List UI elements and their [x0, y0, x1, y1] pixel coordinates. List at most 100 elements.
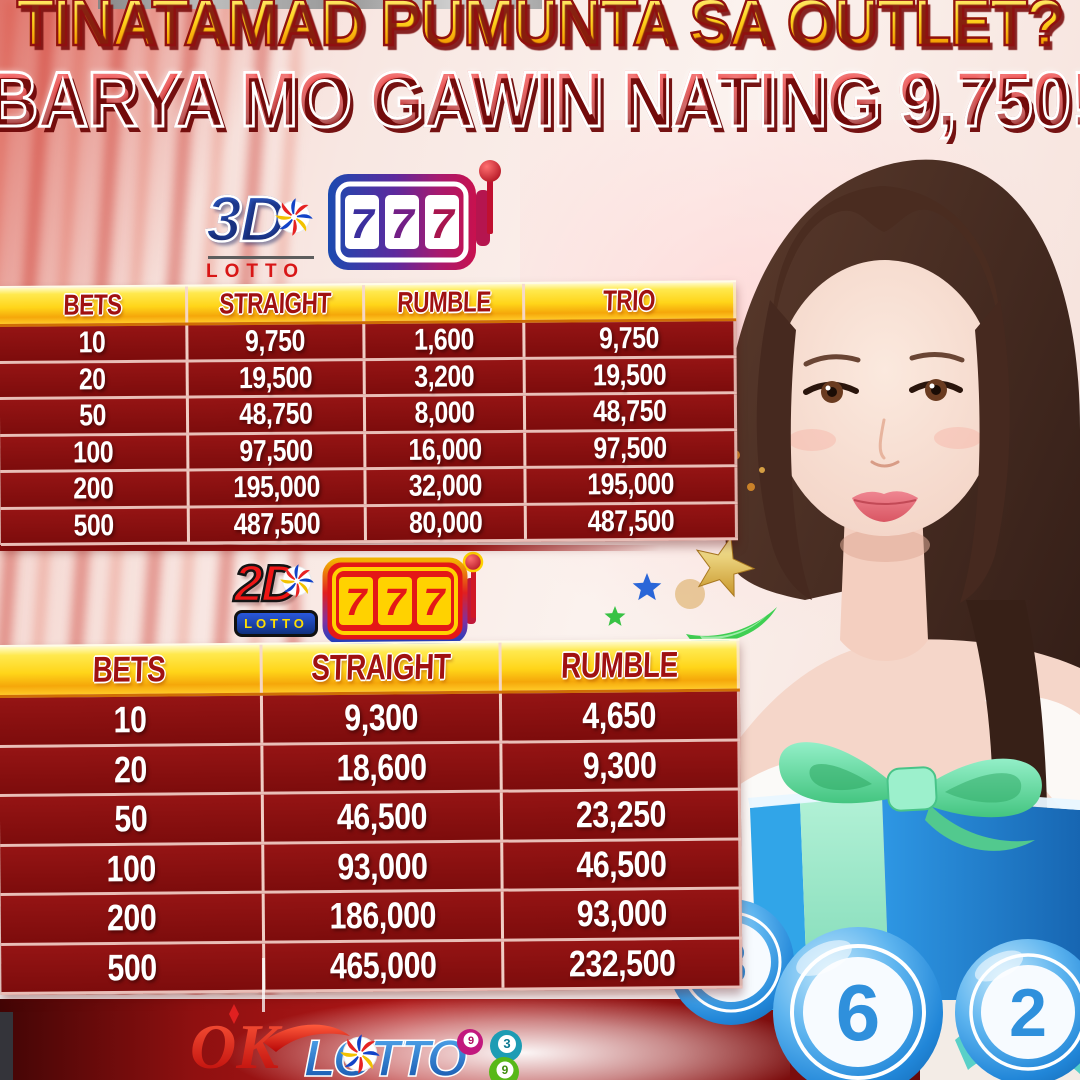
payout-row: 10 9,300 4,650	[0, 691, 741, 748]
payout-value: 46,500	[263, 792, 504, 842]
neck-shadow	[840, 528, 930, 562]
blush-left	[788, 429, 836, 451]
payout-value: 8,000	[365, 396, 527, 431]
payout-value: 1,600	[365, 323, 526, 358]
payout-value: 93,000	[503, 889, 743, 939]
payout-value: 18,600	[263, 743, 503, 792]
nose	[878, 418, 886, 460]
payout-value: 186,000	[264, 891, 505, 941]
footer-ok-lotto-logo: OK LOTTO 9 3 9	[190, 1004, 522, 1080]
slot-digit: 7	[345, 582, 368, 624]
small-ball-teal: 3	[490, 1030, 522, 1062]
diamond-accent	[229, 1004, 239, 1024]
logo-3d-divider	[208, 256, 314, 259]
payout-value: 500	[1, 943, 266, 992]
payout-value: 50	[0, 398, 190, 434]
top-gray-artifact-bar	[98, 0, 542, 9]
lotto-ball-6: 6	[773, 927, 943, 1080]
payout-table-2d: BETS STRAIGHT RUMBLE 10 9,300 4,650 20 18,600 9,…	[0, 638, 743, 995]
bow-left-hole	[809, 764, 872, 791]
payout-value: 50	[0, 794, 265, 844]
column-header: RUMBLE	[364, 283, 526, 322]
table-header-row: BETS STRAIGHT RUMBLE TRIO	[0, 280, 737, 328]
column-header: STRAIGHT	[262, 642, 502, 693]
hair-strand-right	[960, 300, 1010, 603]
hair-strand-left	[756, 300, 812, 600]
payout-value: 9,750	[525, 321, 737, 357]
slot-digit: 7	[390, 200, 415, 247]
small-ball-number: 3	[503, 1036, 510, 1051]
footer-white-line	[0, 995, 1080, 999]
green-swoosh-highlight	[700, 614, 768, 640]
payout-value: 195,000	[526, 467, 738, 503]
small-ball-number: 9	[502, 1063, 509, 1077]
payout-value: 93,000	[264, 842, 504, 891]
slot-digit: 7	[430, 200, 455, 247]
blush-right	[934, 427, 982, 449]
gold-ornament	[675, 579, 705, 609]
payout-value: 46,500	[503, 840, 742, 889]
bow-knot	[886, 766, 938, 812]
bangs	[771, 186, 1000, 340]
payout-row: 500 487,500 80,000 487,500	[0, 504, 738, 546]
payout-value: 32,000	[366, 469, 527, 504]
headline-line1: TINATAMAD PUMUNTA SA OUTLET?	[15, 0, 1065, 60]
payout-row: 500 465,000 232,500	[1, 939, 743, 995]
payout-value: 97,500	[526, 431, 738, 466]
footer-logo-script: OK	[190, 1011, 283, 1080]
payout-value: 48,750	[188, 397, 367, 433]
payout-row: 100 93,000 46,500	[0, 840, 742, 896]
payout-table-3d: BETS STRAIGHT RUMBLE TRIO 10 9,750 1,600 9,750 2…	[0, 280, 738, 546]
payout-value: 200	[0, 472, 190, 507]
payout-value: 3,200	[365, 359, 526, 395]
eyebrow-right	[909, 352, 965, 363]
payout-value: 16,000	[366, 432, 527, 468]
payout-value: 19,500	[188, 360, 366, 396]
slot-digit: 7	[384, 582, 407, 624]
slot-lever-ball	[462, 551, 484, 573]
payout-value: 465,000	[265, 941, 505, 990]
payout-value: 9,300	[502, 741, 741, 790]
column-header: RUMBLE	[501, 640, 740, 691]
payout-value: 9,750	[188, 324, 366, 360]
payout-value: 48,750	[525, 394, 738, 430]
payout-row: 20 18,600 9,300	[0, 741, 741, 798]
logo-2d-word-pill: LOTTO	[234, 610, 318, 637]
eye-glint-right	[929, 383, 935, 389]
footer-left-sliver	[0, 1012, 13, 1080]
payout-row: 50 46,500 23,250	[0, 790, 742, 847]
vertical-light-streak	[262, 958, 265, 1012]
logo-3d-lotto: 3D LOTTO	[205, 182, 314, 283]
slot-machine-3d-icon: 7 7 7	[328, 160, 501, 270]
small-ball-green: 9	[489, 1057, 519, 1080]
nose-shadow	[870, 460, 900, 468]
payout-value: 100	[0, 435, 190, 470]
column-header: BETS	[0, 286, 189, 325]
payout-value: 487,500	[189, 506, 367, 542]
bow-tail	[925, 805, 1035, 851]
payout-value: 20	[0, 362, 189, 398]
slot-digit: 7	[423, 582, 446, 624]
payout-value: 4,650	[501, 691, 741, 741]
table-3d-underline	[0, 545, 660, 551]
ball-number: 2	[1009, 975, 1047, 1051]
blue-star-icon	[632, 573, 662, 601]
pcso-pinwheel-icon	[275, 198, 313, 236]
face	[772, 260, 998, 536]
payout-value: 195,000	[189, 470, 367, 506]
payout-value: 23,250	[502, 790, 742, 840]
payout-value: 80,000	[366, 505, 527, 541]
pcso-pinwheel-icon	[280, 564, 314, 598]
slot-lever-ball	[479, 160, 501, 182]
logo-3d-word: LOTTO	[206, 261, 306, 282]
column-header: BETS	[0, 644, 263, 696]
payout-value: 232,500	[504, 939, 743, 988]
slot-digit: 7	[350, 200, 375, 247]
lips	[852, 491, 918, 522]
payout-value: 19,500	[525, 358, 737, 393]
ball-number: 6	[836, 968, 881, 1057]
payout-row: 50 48,750 8,000 48,750	[0, 394, 738, 437]
payout-row: 10 9,750 1,600 9,750	[0, 321, 737, 364]
table-header-row: BETS STRAIGHT RUMBLE	[0, 638, 740, 699]
flame-swoosh	[263, 1024, 350, 1052]
